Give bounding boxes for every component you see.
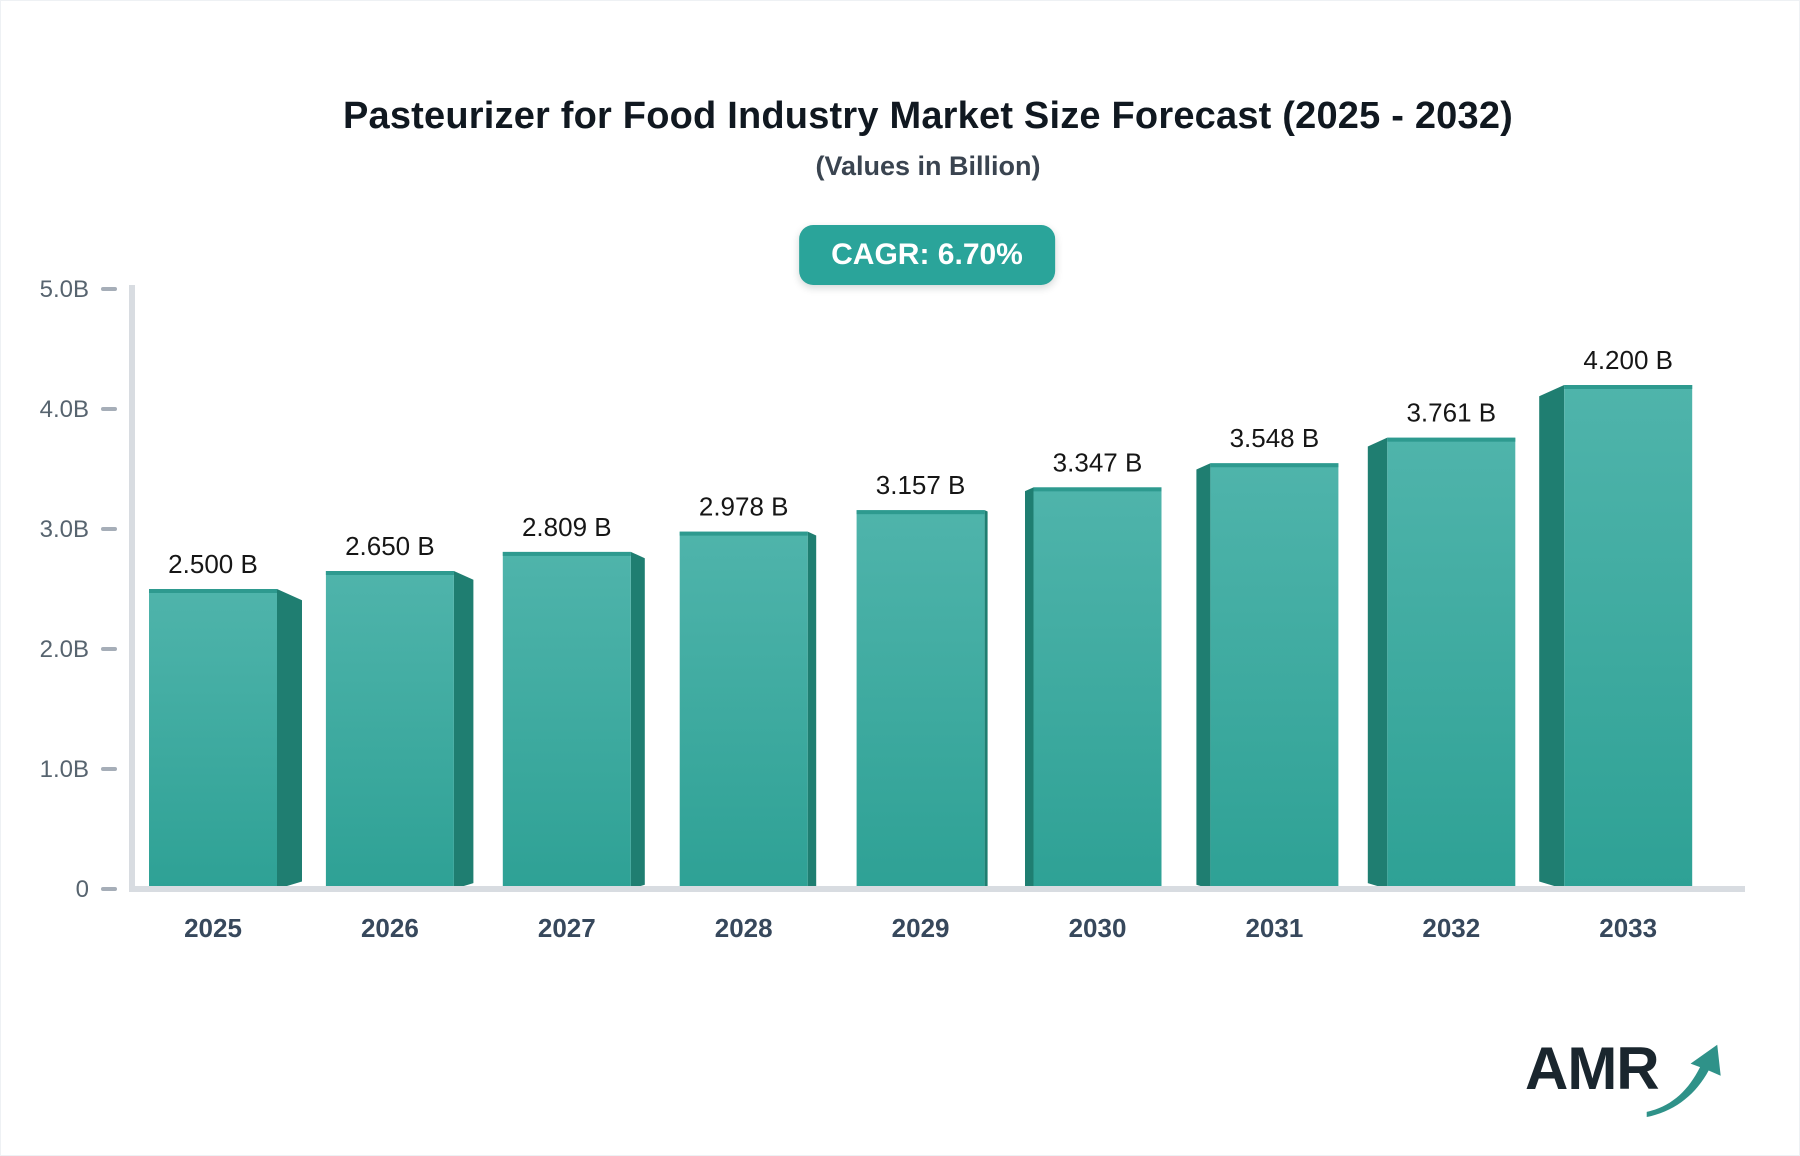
x-axis-label-2026: 2026 <box>361 913 419 943</box>
bar-side-face-2029 <box>984 510 988 889</box>
x-axis-label-2028: 2028 <box>715 913 773 943</box>
bar-2032 <box>1387 437 1516 889</box>
chart-subtitle: (Values in Billion) <box>815 151 1041 181</box>
bar-top-edge-2033 <box>1564 385 1693 389</box>
bar-2028 <box>679 531 808 889</box>
y-axis-tick <box>101 527 117 531</box>
bar-side-face-2031 <box>1196 463 1211 889</box>
x-axis-label-2033: 2033 <box>1599 913 1657 943</box>
x-axis-label-2027: 2027 <box>538 913 596 943</box>
x-axis-label-2030: 2030 <box>1069 913 1127 943</box>
chart-title: Pasteurizer for Food Industry Market Siz… <box>342 95 1514 137</box>
bar-value-label-2032: 3.761 B <box>1406 398 1496 428</box>
y-axis-label: 3.0B <box>40 516 89 543</box>
bar-top-edge-2025 <box>149 589 277 593</box>
bar-value-label-2027: 2.809 B <box>522 512 612 542</box>
bar-side-face-2033 <box>1539 385 1565 889</box>
bar-top-edge-2026 <box>325 571 454 575</box>
bar-side-face-2032 <box>1367 437 1388 889</box>
x-axis-label-2025: 2025 <box>184 913 242 943</box>
bar-value-label-2033: 4.200 B <box>1583 345 1673 375</box>
x-axis-label-2031: 2031 <box>1245 913 1303 943</box>
bar-side-face-2030 <box>1025 487 1034 889</box>
cagr-badge: CAGR: 6.70% <box>799 225 1055 285</box>
bar-2027 <box>502 551 631 889</box>
x-axis-label-2029: 2029 <box>892 913 950 943</box>
bar-side-face-2025 <box>277 589 302 889</box>
amr-logo: AMR <box>1525 1039 1731 1119</box>
logo-text: AMR <box>1525 1035 1660 1102</box>
y-axis-label: 2.0B <box>40 636 89 663</box>
y-axis-line <box>129 285 135 892</box>
y-axis-tick <box>101 887 117 891</box>
y-axis-tick <box>101 767 117 771</box>
bar-side-face-2027 <box>630 551 645 889</box>
bar-2029 <box>856 510 985 889</box>
y-axis-label: 5.0B <box>40 276 89 303</box>
y-axis-tick <box>101 407 117 411</box>
bar-2025 <box>149 589 277 889</box>
y-axis-tick <box>101 647 117 651</box>
bar-value-label-2025: 2.500 B <box>168 549 258 579</box>
bar-value-label-2028: 2.978 B <box>699 492 789 522</box>
bar-top-edge-2027 <box>502 551 631 556</box>
bar-top-edge-2031 <box>1210 463 1339 468</box>
bar-value-label-2030: 3.347 B <box>1053 447 1143 477</box>
bar-top-edge-2030 <box>1033 487 1162 492</box>
bar-side-face-2028 <box>807 531 817 889</box>
y-axis-label: 0 <box>76 876 89 903</box>
bar-top-edge-2032 <box>1387 437 1516 442</box>
bar-value-label-2026: 2.650 B <box>345 531 435 561</box>
bar-value-label-2029: 3.157 B <box>876 470 966 500</box>
bar-2033 <box>1564 385 1693 889</box>
x-axis-baseline <box>129 886 1745 892</box>
bar-2030 <box>1033 487 1162 889</box>
bar-side-face-2026 <box>453 571 474 889</box>
bar-2031 <box>1210 463 1339 889</box>
bar-2026 <box>325 571 454 889</box>
x-axis-label-2032: 2032 <box>1422 913 1480 943</box>
growth-arrow-icon <box>1646 1044 1721 1117</box>
bar-value-label-2031: 3.548 B <box>1230 423 1320 453</box>
bar-top-edge-2028 <box>679 531 808 536</box>
y-axis-tick <box>101 287 117 291</box>
y-axis-label: 1.0B <box>40 756 89 783</box>
y-axis-label: 4.0B <box>40 396 89 423</box>
bar-top-edge-2029 <box>856 510 985 515</box>
